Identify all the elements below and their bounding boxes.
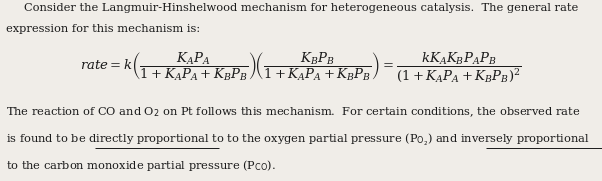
Text: is found to be directly proportional to to the oxygen partial pressure (P$_{\mat: is found to be directly proportional to … [6,132,589,148]
Text: to the carbon monoxide partial pressure (P$_{\mathrm{CO}}$).: to the carbon monoxide partial pressure … [6,158,276,173]
Text: The reaction of CO and O$_2$ on Pt follows this mechanism.  For certain conditio: The reaction of CO and O$_2$ on Pt follo… [6,106,580,119]
Text: Consider the Langmuir-Hinshelwood mechanism for heterogeneous catalysis.  The ge: Consider the Langmuir-Hinshelwood mechan… [24,3,578,13]
Text: $\mathit{rate} = k\left(\dfrac{K_A P_A}{1 + K_A P_A + K_B P_B}\right)\!\left(\df: $\mathit{rate} = k\left(\dfrac{K_A P_A}{… [80,51,522,84]
Text: expression for this mechanism is:: expression for this mechanism is: [6,24,200,34]
